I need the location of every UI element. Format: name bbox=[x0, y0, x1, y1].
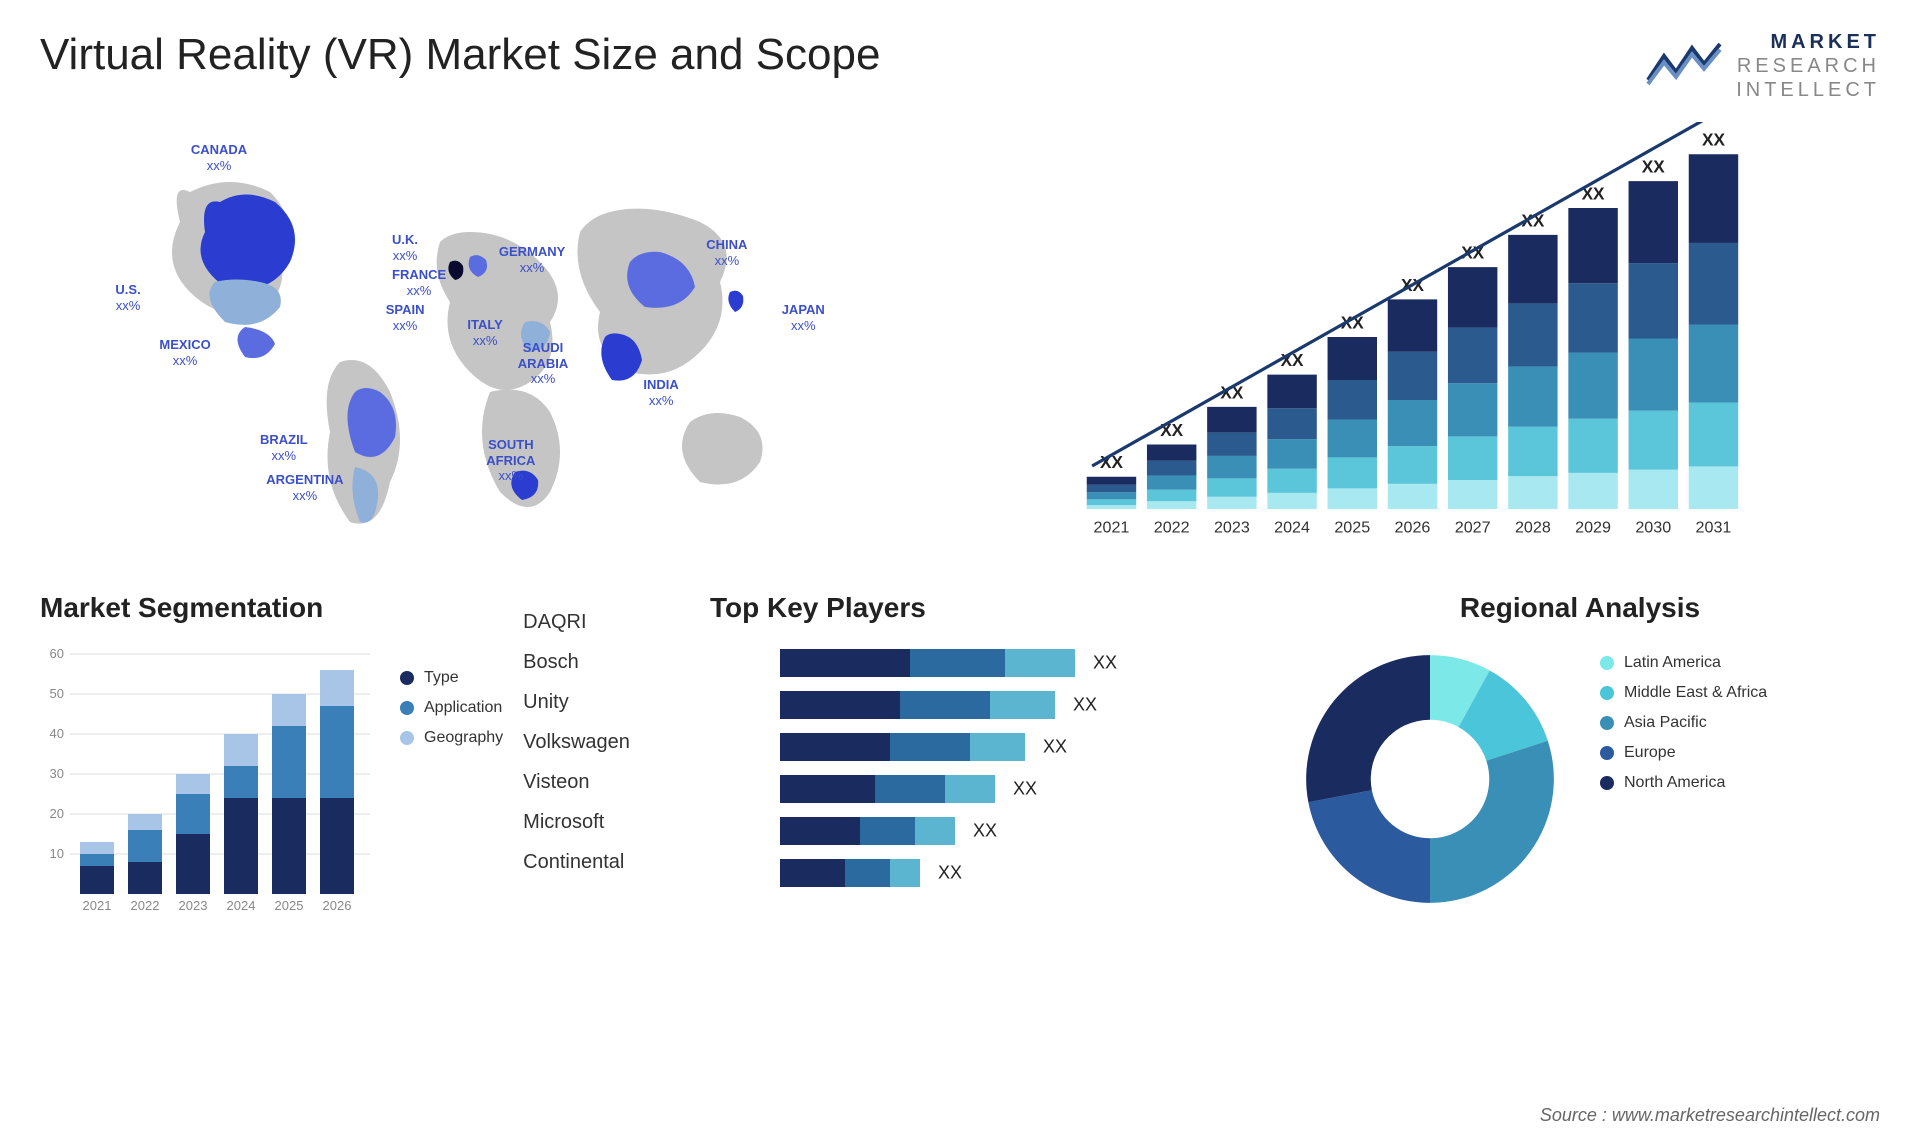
svg-text:50: 50 bbox=[50, 686, 64, 701]
growth-bar-chart: XX2021XX2022XX2023XX2024XX2025XX2026XX20… bbox=[960, 122, 1880, 552]
map-label: JAPANxx% bbox=[782, 302, 825, 333]
segmentation-chart: 10 20 30 40 50 60 2021 2022 2023 2024 2025 2026 bbox=[40, 639, 380, 919]
key-players-title: Top Key Players bbox=[710, 592, 1250, 624]
regional-title: Regional Analysis bbox=[1280, 592, 1880, 624]
player-name: Microsoft bbox=[523, 802, 630, 842]
svg-text:2024: 2024 bbox=[227, 898, 256, 913]
legend-item: Middle East & Africa bbox=[1600, 684, 1767, 702]
svg-text:10: 10 bbox=[50, 846, 64, 861]
map-label: SOUTHAFRICAxx% bbox=[486, 437, 535, 484]
svg-text:XX: XX bbox=[1642, 157, 1665, 177]
svg-text:2021: 2021 bbox=[83, 898, 112, 913]
logo: MARKET RESEARCH INTELLECT bbox=[1644, 30, 1880, 102]
map-label: INDIAxx% bbox=[643, 377, 678, 408]
svg-text:2031: 2031 bbox=[1696, 519, 1732, 537]
legend-item: Application bbox=[400, 699, 503, 717]
legend-item: North America bbox=[1600, 774, 1767, 792]
legend-item: Latin America bbox=[1600, 654, 1767, 672]
segmentation-title: Market Segmentation bbox=[40, 592, 503, 624]
svg-text:2027: 2027 bbox=[1455, 519, 1491, 537]
svg-text:2026: 2026 bbox=[1395, 519, 1431, 537]
legend-item: Europe bbox=[1600, 744, 1767, 762]
svg-text:2023: 2023 bbox=[1214, 519, 1250, 537]
map-label: SPAINxx% bbox=[386, 302, 425, 333]
svg-text:2024: 2024 bbox=[1274, 519, 1310, 537]
svg-text:XX: XX bbox=[1702, 130, 1725, 150]
map-label: ITALYxx% bbox=[467, 317, 502, 348]
svg-text:2026: 2026 bbox=[323, 898, 352, 913]
svg-text:XX: XX bbox=[1043, 737, 1067, 757]
map-label: SAUDIARABIAxx% bbox=[518, 340, 569, 387]
map-label: U.S.xx% bbox=[115, 282, 140, 313]
svg-text:2028: 2028 bbox=[1515, 519, 1551, 537]
svg-text:2025: 2025 bbox=[275, 898, 304, 913]
legend-item: Geography bbox=[400, 729, 503, 747]
logo-text-3: INTELLECT bbox=[1736, 78, 1880, 102]
svg-text:2025: 2025 bbox=[1334, 519, 1370, 537]
svg-text:2022: 2022 bbox=[131, 898, 160, 913]
legend-item: Type bbox=[400, 669, 503, 687]
key-players-chart: XX XX XX XX XX XX bbox=[710, 639, 1250, 899]
regional-donut-chart bbox=[1280, 639, 1580, 919]
svg-text:XX: XX bbox=[1073, 695, 1097, 715]
player-name: DAQRI bbox=[523, 602, 630, 642]
map-label: CHINAxx% bbox=[706, 237, 747, 268]
svg-text:20: 20 bbox=[50, 806, 64, 821]
world-map: CANADAxx% U.S.xx% MEXICOxx% BRAZILxx% ARGENT… bbox=[40, 122, 920, 552]
svg-text:XX: XX bbox=[973, 821, 997, 841]
logo-text-1: MARKET bbox=[1736, 30, 1880, 54]
player-name: Volkswagen bbox=[523, 722, 630, 762]
page-title: Virtual Reality (VR) Market Size and Sco… bbox=[40, 30, 880, 80]
map-label: MEXICOxx% bbox=[159, 337, 210, 368]
segmentation-legend: Type Application Geography bbox=[400, 639, 503, 919]
map-label: U.K.xx% bbox=[392, 232, 418, 263]
svg-text:40: 40 bbox=[50, 726, 64, 741]
svg-text:XX: XX bbox=[938, 863, 962, 883]
map-label: BRAZILxx% bbox=[260, 432, 308, 463]
map-label: FRANCExx% bbox=[392, 267, 446, 298]
svg-text:XX: XX bbox=[1013, 779, 1037, 799]
player-name: Bosch bbox=[523, 642, 630, 682]
svg-text:2030: 2030 bbox=[1635, 519, 1671, 537]
logo-icon bbox=[1644, 39, 1724, 94]
svg-text:XX: XX bbox=[1160, 420, 1183, 440]
svg-text:60: 60 bbox=[50, 646, 64, 661]
svg-text:2022: 2022 bbox=[1154, 519, 1190, 537]
map-label: CANADAxx% bbox=[191, 142, 247, 173]
player-name: Continental bbox=[523, 842, 630, 882]
player-name: Visteon bbox=[523, 762, 630, 802]
svg-text:2023: 2023 bbox=[179, 898, 208, 913]
svg-text:30: 30 bbox=[50, 766, 64, 781]
source-text: Source : www.marketresearchintellect.com bbox=[1540, 1105, 1880, 1126]
map-label: GERMANYxx% bbox=[499, 244, 565, 275]
svg-text:2021: 2021 bbox=[1094, 519, 1130, 537]
legend-item: Asia Pacific bbox=[1600, 714, 1767, 732]
logo-text-2: RESEARCH bbox=[1736, 54, 1880, 78]
svg-text:XX: XX bbox=[1093, 653, 1117, 673]
map-label: ARGENTINAxx% bbox=[266, 472, 343, 503]
svg-text:2029: 2029 bbox=[1575, 519, 1611, 537]
segmentation-players-list: DAQRIBoschUnityVolkswagenVisteonMicrosof… bbox=[523, 592, 630, 919]
regional-legend: Latin America Middle East & Africa Asia Pa… bbox=[1600, 639, 1767, 919]
player-name: Unity bbox=[523, 682, 630, 722]
